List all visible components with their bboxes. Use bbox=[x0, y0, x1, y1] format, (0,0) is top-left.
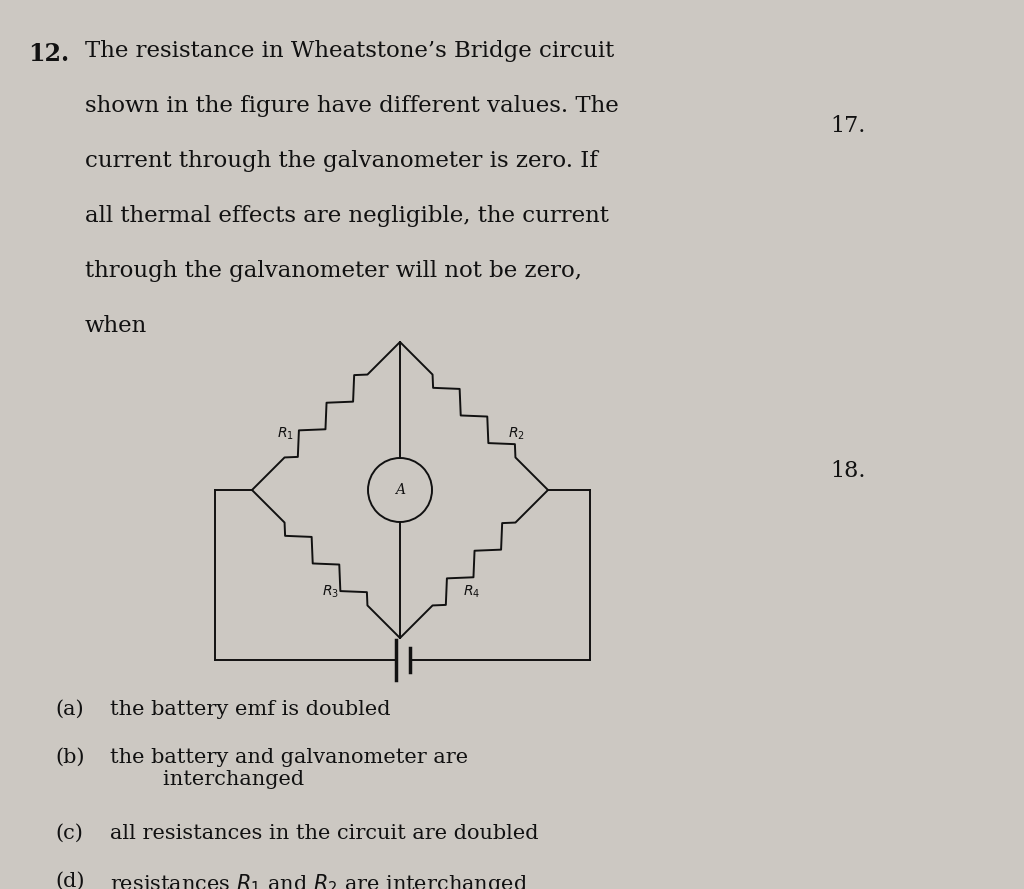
Text: current through the galvanometer is zero. If: current through the galvanometer is zero… bbox=[85, 150, 598, 172]
Text: 18.: 18. bbox=[830, 460, 865, 482]
Text: resistances $R_1$ and $R_2$ are interchanged: resistances $R_1$ and $R_2$ are intercha… bbox=[110, 872, 527, 889]
Text: (b): (b) bbox=[55, 748, 85, 767]
Text: (a): (a) bbox=[55, 700, 84, 719]
Text: the battery emf is doubled: the battery emf is doubled bbox=[110, 700, 390, 719]
Text: all resistances in the circuit are doubled: all resistances in the circuit are doubl… bbox=[110, 824, 539, 843]
Text: $R_4$: $R_4$ bbox=[463, 584, 480, 600]
Text: $R_2$: $R_2$ bbox=[508, 426, 524, 443]
Text: (d): (d) bbox=[55, 872, 85, 889]
Text: through the galvanometer will not be zero,: through the galvanometer will not be zer… bbox=[85, 260, 582, 282]
Text: (c): (c) bbox=[55, 824, 83, 843]
Text: all thermal effects are negligible, the current: all thermal effects are negligible, the … bbox=[85, 205, 609, 227]
Text: shown in the figure have different values. The: shown in the figure have different value… bbox=[85, 95, 618, 117]
Text: $R_3$: $R_3$ bbox=[322, 584, 339, 600]
Text: The resistance in Wheatstone’s Bridge circuit: The resistance in Wheatstone’s Bridge ci… bbox=[85, 40, 614, 62]
Text: when: when bbox=[85, 315, 147, 337]
Text: 12.: 12. bbox=[28, 42, 70, 66]
Text: the battery and galvanometer are
        interchanged: the battery and galvanometer are interch… bbox=[110, 748, 468, 789]
Text: 17.: 17. bbox=[830, 115, 865, 137]
Text: $R_1$: $R_1$ bbox=[278, 426, 294, 443]
Text: A: A bbox=[395, 483, 406, 497]
